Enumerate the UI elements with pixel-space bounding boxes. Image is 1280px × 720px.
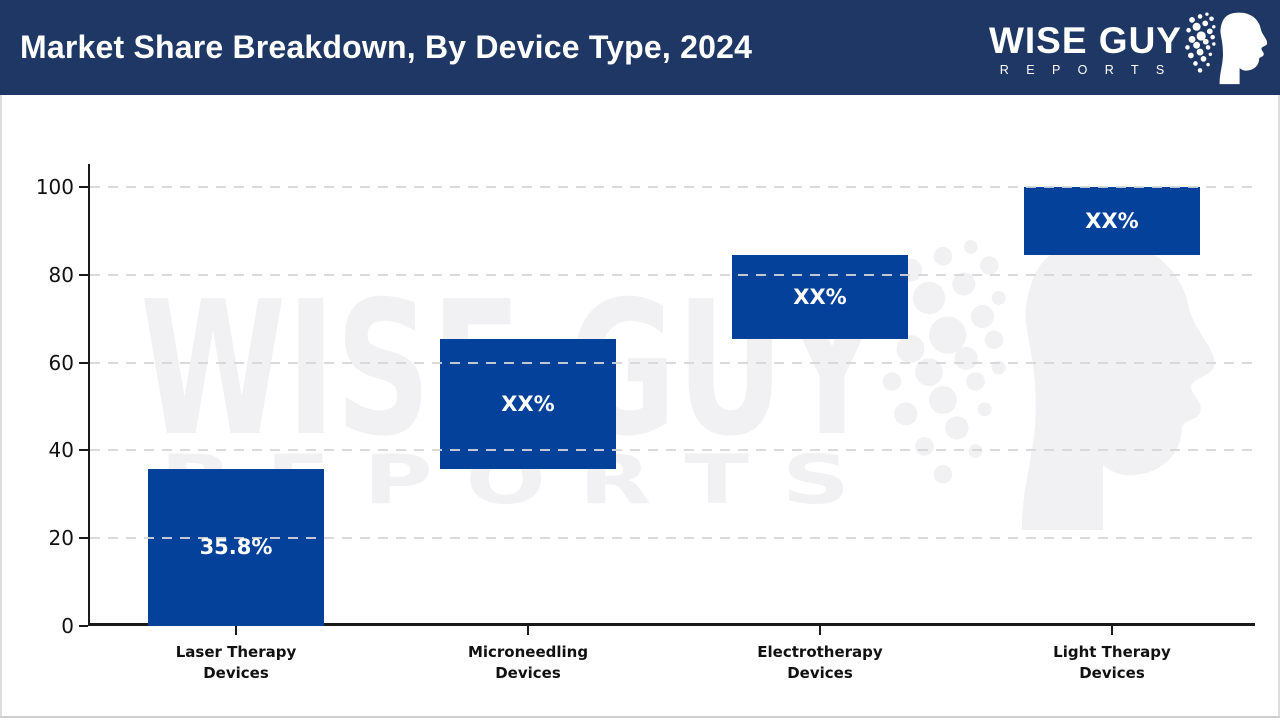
category-label: Light Therapy Devices xyxy=(1053,643,1171,682)
logo-wordmark: WISE GUY xyxy=(988,20,1182,62)
left-border xyxy=(0,95,2,718)
logo: WISE GUY R E P O R T S xyxy=(989,0,1270,95)
category-label: Electrotherapy Devices xyxy=(757,643,883,682)
gridline xyxy=(90,449,1255,452)
y-tick-label: 80 xyxy=(48,262,74,287)
bar-label: 35.8% xyxy=(199,535,273,560)
page-title: Market Share Breakdown, By Device Type, … xyxy=(20,29,753,65)
y-tick-label: 0 xyxy=(61,614,74,638)
x-tick xyxy=(819,626,821,635)
y-tick xyxy=(79,273,88,276)
header: Market Share Breakdown, By Device Type, … xyxy=(0,0,1280,95)
x-tick xyxy=(235,626,237,635)
x-tick xyxy=(1111,626,1113,635)
y-tick-label: 100 xyxy=(35,175,74,199)
gridline xyxy=(90,273,1255,276)
y-tick-label: 60 xyxy=(48,350,74,375)
bar xyxy=(732,255,908,339)
bar xyxy=(440,338,616,469)
y-tick xyxy=(79,537,88,540)
bar-label: XX% xyxy=(1085,209,1139,234)
category-label: Microneedling Devices xyxy=(467,643,589,682)
y-tick xyxy=(79,186,88,188)
y-tick-label: 40 xyxy=(48,438,74,463)
bar-label: XX% xyxy=(793,284,847,309)
logo-reports-text: R E P O R T S xyxy=(999,63,1172,78)
right-border xyxy=(1278,95,1280,718)
gridline xyxy=(90,361,1255,364)
bottom-border xyxy=(0,716,1280,718)
bar xyxy=(148,468,324,626)
gridline xyxy=(90,186,1255,188)
bar-label: XX% xyxy=(501,391,555,416)
face-profile-dots-icon xyxy=(1185,11,1268,84)
category-label: Laser Therapy Devices xyxy=(175,643,297,682)
x-tick xyxy=(527,626,529,635)
plot-area: 0 20 40 60 80 100 35.8% Laser Therapy Devices XX… xyxy=(36,164,1255,682)
gridline xyxy=(90,537,1255,540)
y-tick xyxy=(79,625,88,627)
y-tick xyxy=(79,449,88,452)
y-tick xyxy=(79,361,88,364)
y-tick-label: 20 xyxy=(48,526,74,551)
logo-wordmark-block: WISE GUY R E P O R T S xyxy=(989,22,1182,77)
